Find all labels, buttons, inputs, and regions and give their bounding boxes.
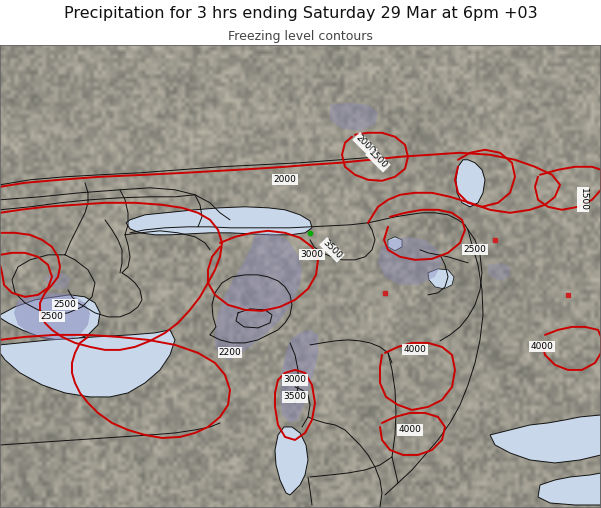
Text: Freezing level contours: Freezing level contours xyxy=(228,30,373,43)
Polygon shape xyxy=(14,293,90,340)
Text: 3500: 3500 xyxy=(321,239,343,261)
Text: 4000: 4000 xyxy=(403,345,427,355)
Polygon shape xyxy=(388,237,402,251)
Text: 4000: 4000 xyxy=(398,426,421,434)
Text: 2500: 2500 xyxy=(40,312,64,322)
Text: 1500: 1500 xyxy=(579,188,588,211)
Polygon shape xyxy=(490,415,601,463)
Text: 3500: 3500 xyxy=(284,392,307,401)
Polygon shape xyxy=(538,473,601,505)
Polygon shape xyxy=(280,330,318,423)
Text: 2500: 2500 xyxy=(463,245,486,255)
Text: 4000: 4000 xyxy=(531,342,554,352)
Text: 1500: 1500 xyxy=(367,148,389,171)
Text: 2500: 2500 xyxy=(53,300,76,309)
Polygon shape xyxy=(275,427,308,495)
Polygon shape xyxy=(488,263,510,281)
Polygon shape xyxy=(378,237,442,285)
Text: 3000: 3000 xyxy=(300,250,323,260)
Polygon shape xyxy=(126,207,312,235)
Polygon shape xyxy=(215,233,302,360)
Polygon shape xyxy=(0,295,100,340)
Text: 2000: 2000 xyxy=(354,134,376,156)
Text: 2200: 2200 xyxy=(219,348,242,358)
Polygon shape xyxy=(44,273,70,290)
Text: Precipitation for 3 hrs ending Saturday 29 Mar at 6pm +03: Precipitation for 3 hrs ending Saturday … xyxy=(64,6,537,21)
Polygon shape xyxy=(428,269,454,289)
Text: 2000: 2000 xyxy=(273,175,296,184)
Polygon shape xyxy=(330,103,378,131)
Text: 3000: 3000 xyxy=(284,375,307,385)
Polygon shape xyxy=(456,160,485,207)
Polygon shape xyxy=(0,330,175,397)
